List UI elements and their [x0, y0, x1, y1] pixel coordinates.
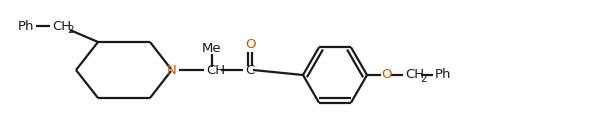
Text: Ph: Ph — [435, 69, 452, 81]
Text: CH: CH — [52, 19, 71, 33]
Text: CH: CH — [206, 64, 225, 76]
Text: N: N — [167, 64, 177, 76]
Text: CH: CH — [405, 69, 424, 81]
Text: Ph: Ph — [18, 19, 35, 33]
Text: C: C — [245, 64, 254, 76]
Text: O: O — [245, 39, 255, 52]
Text: 2: 2 — [67, 25, 74, 35]
Text: O: O — [381, 69, 392, 81]
Text: 2: 2 — [420, 74, 426, 84]
Text: Me: Me — [202, 42, 222, 54]
